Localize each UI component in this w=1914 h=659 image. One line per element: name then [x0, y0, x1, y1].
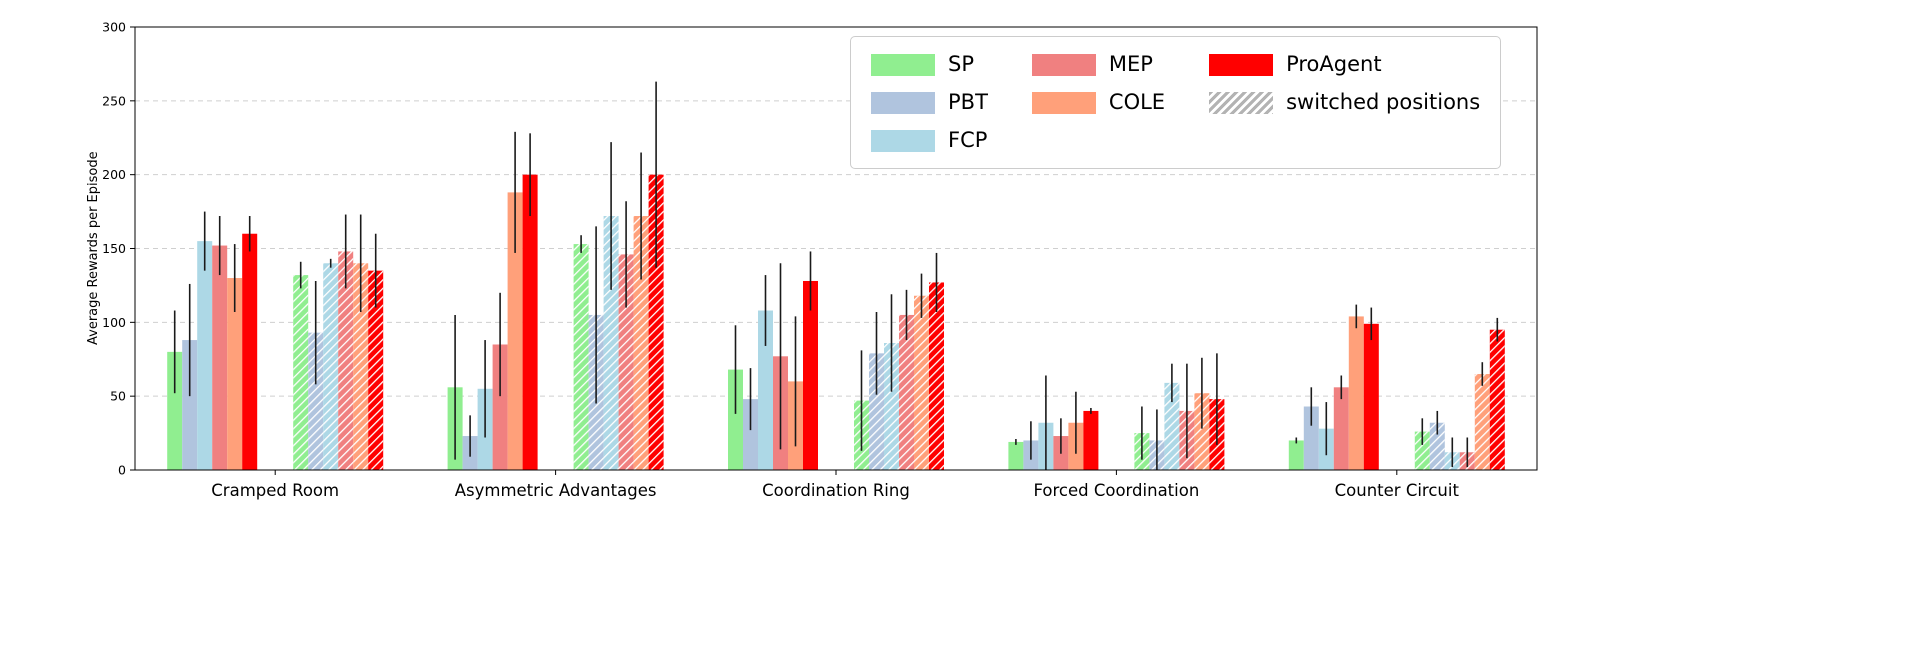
- bar-hatch-overlay: [869, 353, 884, 470]
- legend-patch-switched: [1209, 91, 1274, 114]
- x-tick-label: Counter Circuit: [1335, 481, 1460, 500]
- legend-label-switched: switched positions: [1286, 90, 1481, 114]
- legend-label-mep: MEP: [1108, 52, 1153, 76]
- bar-hatch-overlay: [633, 216, 649, 470]
- legend-patch-cole: [1031, 91, 1096, 114]
- bar-hatch-overlay: [1429, 422, 1445, 470]
- legend: SP PBT FCP MEP COLE ProAgent switched po…: [850, 36, 1502, 169]
- bar-hatch-overlay: [899, 314, 914, 470]
- bar-hatch-overlay: [1194, 393, 1210, 470]
- legend-patch-sp: [871, 53, 935, 76]
- legend-patch-proagent: [1209, 53, 1274, 76]
- bar-hatch-overlay: [884, 343, 899, 470]
- bar-hatch-overlay: [618, 254, 634, 470]
- bar-hatch-overlay: [353, 263, 369, 470]
- bar: [1083, 410, 1099, 470]
- bar-hatch-overlay: [1414, 431, 1430, 470]
- bar-hatch-overlay: [929, 282, 944, 470]
- x-tick-label: Asymmetric Advantages: [455, 481, 657, 500]
- bar: [212, 245, 228, 470]
- legend-item-proagent: ProAgent: [1209, 52, 1480, 76]
- bar: [1348, 316, 1364, 470]
- bar: [758, 310, 773, 470]
- bar: [1008, 441, 1024, 470]
- bar-hatch-overlay: [914, 295, 929, 470]
- legend-label-fcp: FCP: [948, 128, 988, 152]
- legend-item-cole: COLE: [1031, 90, 1166, 114]
- bar: [1363, 323, 1379, 470]
- bar-hatch-overlay: [1164, 382, 1180, 470]
- bar-hatch-overlay: [338, 251, 354, 470]
- legend-label-proagent: ProAgent: [1286, 52, 1382, 76]
- bar: [167, 351, 183, 470]
- bar: [522, 174, 538, 470]
- legend-label-sp: SP: [948, 52, 974, 76]
- y-tick-label: 150: [102, 241, 126, 256]
- bar: [743, 399, 758, 470]
- bar: [492, 344, 508, 470]
- y-tick-label: 0: [118, 463, 126, 478]
- bar: [227, 278, 243, 470]
- bar: [197, 241, 213, 470]
- legend-patch-fcp: [871, 129, 935, 152]
- bar-hatch-overlay: [603, 216, 619, 470]
- y-tick-label: 250: [102, 93, 126, 108]
- plot-frame: [134, 26, 1538, 471]
- bar: [728, 369, 743, 470]
- legend-item-sp: SP: [871, 52, 988, 76]
- bar-hatch-overlay: [1474, 374, 1490, 470]
- bar-hatch-overlay: [308, 332, 324, 470]
- y-tick-label: 200: [102, 167, 126, 182]
- y-tick-label: 50: [110, 389, 126, 404]
- x-tick-label: Coordination Ring: [762, 481, 910, 500]
- legend-item-mep: MEP: [1031, 52, 1165, 76]
- legend-label-pbt: PBT: [948, 90, 988, 114]
- legend-patch-pbt: [871, 91, 935, 114]
- bar: [242, 233, 258, 470]
- bar-hatch-overlay: [1489, 329, 1505, 470]
- bar-hatch-overlay: [323, 263, 339, 470]
- legend-item-fcp: FCP: [871, 128, 988, 152]
- bar-hatch-overlay: [293, 275, 309, 470]
- bar: [182, 340, 198, 470]
- bar: [1288, 440, 1304, 470]
- legend-patch-mep: [1031, 53, 1096, 76]
- bar: [803, 280, 818, 470]
- bar-hatch-overlay: [648, 174, 664, 470]
- legend-item-switched-positions: switched positions: [1209, 90, 1481, 114]
- y-tick-label: 100: [102, 315, 126, 330]
- bar: [507, 192, 523, 471]
- x-tick-label: Forced Coordination: [1033, 481, 1199, 500]
- bar-hatch-overlay: [573, 244, 589, 470]
- bar: [1333, 387, 1349, 470]
- y-axis-label: Average Rewards per Episode: [86, 151, 101, 346]
- legend-label-cole: COLE: [1108, 90, 1166, 114]
- bar-hatch-overlay: [368, 270, 384, 470]
- legend-item-pbt: PBT: [871, 90, 988, 114]
- y-tick-label: 300: [102, 20, 126, 35]
- bar: [1303, 406, 1319, 470]
- x-tick-label: Cramped Room: [211, 481, 339, 500]
